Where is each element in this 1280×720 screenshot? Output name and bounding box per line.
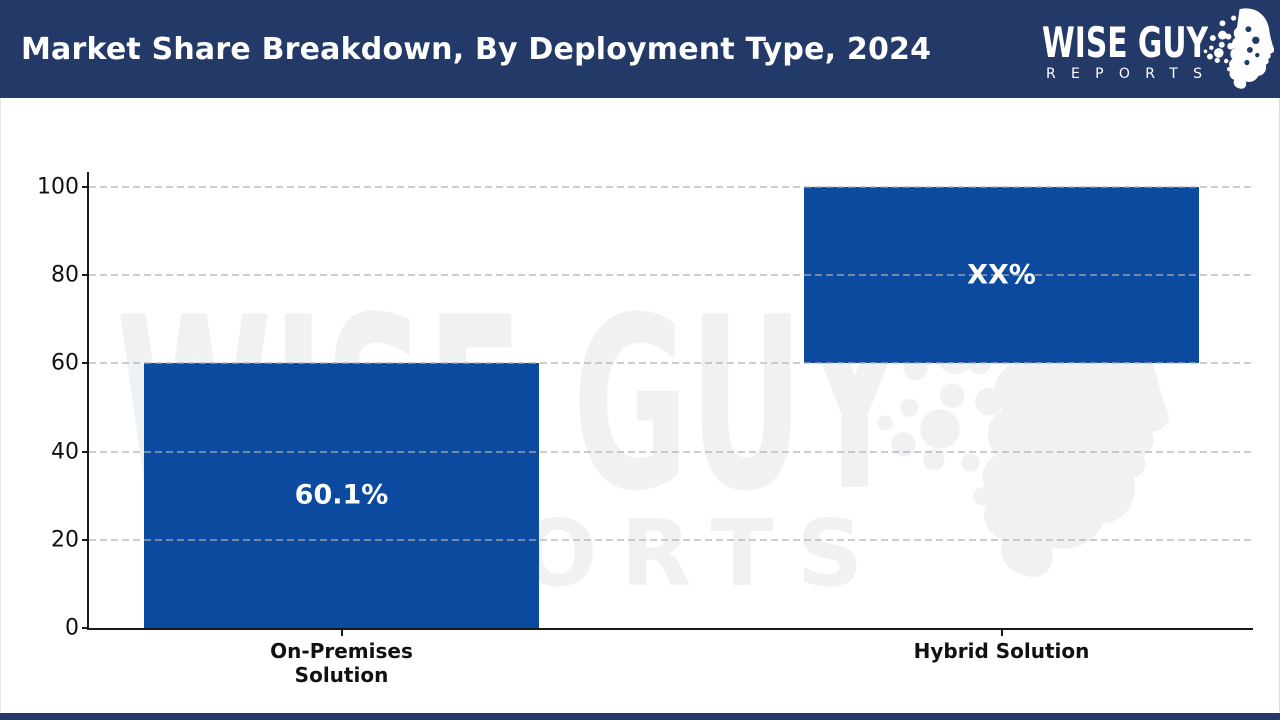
- header-band: Market Share Breakdown, By Deployment Ty…: [0, 0, 1280, 98]
- bar-value-label-hybrid-solution: XX%: [967, 259, 1036, 291]
- gridline-80: [89, 274, 1253, 277]
- y-tick-40: [82, 450, 89, 453]
- bar-on-premises-solution: [144, 362, 539, 628]
- x-tick-on-premises-solution: [340, 629, 343, 636]
- logo-head-icon: [1203, 8, 1274, 89]
- gridline-40: [89, 450, 1253, 453]
- y-tick-80: [82, 274, 89, 277]
- y-tick-label-40: 40: [51, 439, 79, 465]
- page-title: Market Share Breakdown, By Deployment Ty…: [21, 31, 932, 67]
- y-tick-20: [82, 538, 89, 541]
- y-tick-label-60: 60: [51, 350, 79, 376]
- x-category-label-on-premises-solution: On-Premises Solution: [270, 639, 413, 687]
- y-tick-100: [82, 186, 89, 188]
- x-tick-hybrid-solution: [1000, 629, 1003, 636]
- logo-wordmark: WISE GUY: [1042, 18, 1208, 67]
- y-tick-60: [82, 362, 89, 365]
- x-category-label-hybrid-solution: Hybrid Solution: [913, 639, 1090, 663]
- y-axis-spine: [87, 172, 89, 630]
- gridline-60: [89, 362, 1253, 365]
- footer-band: [0, 713, 1280, 720]
- gridline-100: [89, 186, 1253, 188]
- y-tick-label-100: 100: [37, 174, 79, 200]
- gridline-20: [89, 538, 1253, 541]
- y-tick-label-0: 0: [65, 615, 79, 641]
- chart-area: WISE GUY REPORTS 60.1%On-Premises Soluti…: [0, 98, 1280, 713]
- wise-guy-reports-logo: WISE GUY REPORTS: [1042, 8, 1274, 89]
- bar-value-label-on-premises-solution: 60.1%: [294, 479, 389, 511]
- y-tick-0: [82, 627, 89, 629]
- x-axis-spine: [87, 628, 1253, 630]
- y-tick-label-80: 80: [51, 262, 79, 288]
- y-tick-label-20: 20: [51, 527, 79, 553]
